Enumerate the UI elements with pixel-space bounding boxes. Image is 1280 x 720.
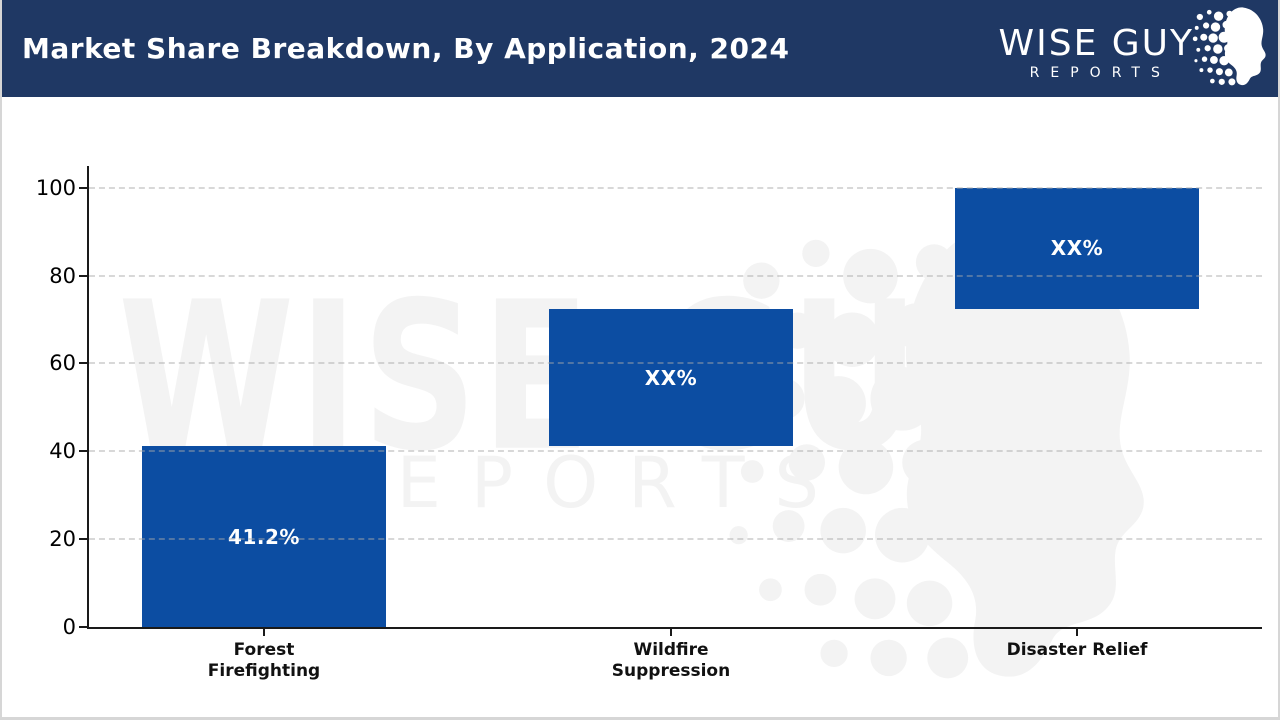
gridline (89, 274, 1262, 277)
x-category-label: Wildfire Suppression (611, 640, 731, 681)
x-category-label: Forest Firefighting (207, 640, 321, 681)
bar-segment: XX% (549, 309, 793, 447)
y-tick-label: 20 (49, 527, 76, 552)
logo-text: WISE GUY REPORTS (999, 23, 1195, 81)
bar-segment: 41.2% (142, 446, 386, 627)
bar-segment: XX% (955, 187, 1199, 310)
y-tick-mark (79, 626, 88, 628)
bar-series: 41.2% XX% XX% (2, 97, 1278, 717)
y-tick-label: 0 (62, 615, 76, 639)
chart-area: WISE GUY REPORTS 41.2% XX% XX% 0 20 40 60 80 10… (2, 97, 1278, 717)
y-tick-label: 60 (49, 351, 76, 376)
x-category-label: Disaster Relief (1006, 640, 1148, 660)
y-tick-label: 80 (49, 263, 76, 288)
y-tick-mark (79, 450, 88, 453)
gridlines (2, 97, 1278, 717)
gridline (89, 186, 1262, 189)
axes: 0 20 40 60 80 100 Forest Firefighting Wildfire … (2, 97, 1278, 717)
x-axis-line (87, 627, 1262, 629)
logo-wordmark: WISE GUY (998, 23, 1194, 64)
bar-value-label: XX% (644, 365, 698, 390)
y-axis-line (87, 166, 89, 629)
gridline (89, 538, 1262, 541)
bar-value-label: 41.2% (228, 524, 300, 549)
x-tick-mark (263, 629, 265, 636)
y-tick-mark (79, 274, 88, 277)
y-tick-mark (79, 362, 88, 365)
y-tick-label: 40 (49, 439, 76, 464)
logo-head-dots-icon (1192, 7, 1266, 86)
y-tick-label: 100 (35, 175, 76, 200)
x-tick-mark (670, 629, 672, 636)
bar-value-label: XX% (1050, 236, 1104, 261)
gridline (89, 450, 1262, 453)
logo-subtext: REPORTS (1029, 65, 1171, 81)
y-tick-mark (79, 538, 88, 541)
y-tick-mark (79, 186, 88, 189)
gridline (89, 362, 1262, 365)
header: Market Share Breakdown, By Application, … (2, 0, 1278, 97)
watermark-subtext: REPORTS (318, 442, 849, 524)
x-tick-mark (1076, 629, 1078, 636)
brand-logo: WISE GUY REPORTS (999, 6, 1269, 92)
page-title: Market Share Breakdown, By Application, … (22, 32, 790, 65)
